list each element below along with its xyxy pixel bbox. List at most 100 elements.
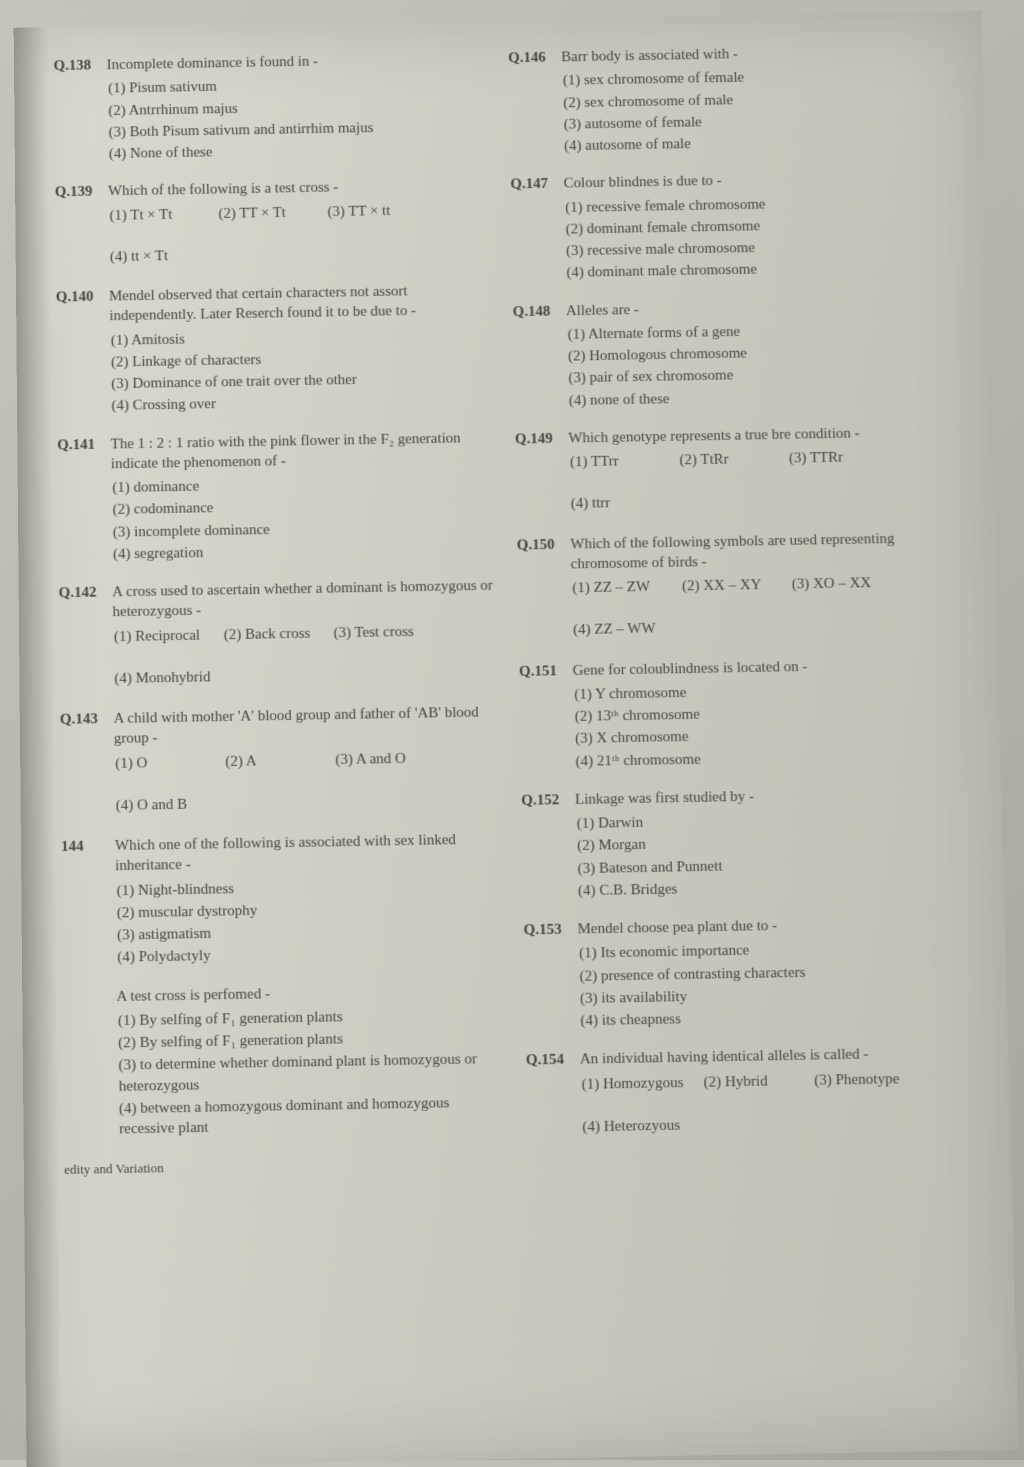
question-147: Q.147 Colour blindnes is due to - (1) re… bbox=[510, 167, 948, 284]
two-column-layout: Q.138 Incomplete dominance is found in -… bbox=[53, 41, 971, 1179]
q-text: Which of the following symbols are used … bbox=[570, 528, 955, 575]
option: (4) tt × Tt bbox=[110, 246, 199, 267]
option: (3) A and O bbox=[335, 748, 425, 770]
q-number: Q.139 bbox=[55, 182, 105, 203]
option: (4) its cheapness bbox=[580, 1004, 967, 1031]
q-options: (1) Amitosis (2) Linkage of characters (… bbox=[111, 324, 495, 416]
q-options: (1) recessive female chromosome (2) domi… bbox=[565, 191, 948, 283]
question-138: Q.138 Incomplete dominance is found in -… bbox=[53, 49, 490, 165]
question-153: Q.153 Mendel choose pea plant due to - (… bbox=[523, 913, 967, 1033]
q-options: (1) Night-blindness (2) muscular dystrop… bbox=[117, 874, 504, 968]
q-number: Q.149 bbox=[515, 429, 565, 450]
q-text: Mendel choose pea plant due to - bbox=[577, 913, 964, 940]
option: (4) dominant male chromosome bbox=[566, 257, 948, 284]
option: (1) TTrr bbox=[570, 451, 660, 473]
q-number: Q.147 bbox=[510, 174, 560, 195]
option: (4) Polydactyly bbox=[117, 941, 504, 968]
option: (4) 21ᵗʰ chromosome bbox=[575, 745, 961, 772]
option: (4) Crossing over bbox=[111, 390, 494, 417]
question-143: Q.143 A child with mother 'A' blood grou… bbox=[60, 702, 502, 819]
option: (2) TT × Tt bbox=[218, 202, 307, 223]
right-column: Q.146 Barr body is associated with - (1)… bbox=[508, 41, 971, 1171]
q-number: Q.151 bbox=[519, 661, 569, 682]
option: (4) None of these bbox=[109, 138, 490, 164]
question-142: Q.142 A cross used to ascertain whether … bbox=[59, 576, 500, 692]
q-text: A child with mother 'A' blood group and … bbox=[113, 702, 498, 749]
option: (1) Reciprocal bbox=[114, 625, 204, 647]
q-number: Q.154 bbox=[526, 1050, 577, 1071]
q-number: 144 bbox=[61, 836, 111, 857]
q-options: (1) Y chromosome (2) 13ᵗʰ chromosome (3)… bbox=[574, 678, 961, 772]
option: (1) Tt × Tt bbox=[109, 204, 198, 225]
option: (1) ZZ – ZW bbox=[572, 577, 662, 599]
question-152: Q.152 Linkage was first studied by - (1)… bbox=[521, 783, 964, 902]
question-150: Q.150 Which of the following symbols are… bbox=[517, 528, 958, 644]
question-139: Q.139 Which of the following is a test c… bbox=[55, 175, 492, 270]
q-text: Barr body is associated with - bbox=[561, 41, 942, 67]
q-text: Which of the following is a test cross - bbox=[108, 175, 490, 201]
question-145: A test cross is perfomed - (1) By selfin… bbox=[62, 980, 507, 1141]
q-text: Alleles are - bbox=[566, 294, 949, 321]
option: (4) segregation bbox=[113, 538, 497, 565]
question-149: Q.149 Which genotype represents a true b… bbox=[515, 422, 955, 517]
option: (3) TT × tt bbox=[327, 200, 416, 221]
question-144: 144 Which one of the following is associ… bbox=[61, 829, 504, 969]
footer-text: edity and Variation bbox=[64, 1153, 508, 1179]
q-number: Q.146 bbox=[508, 48, 558, 69]
q-text: Which genotype represents a true bre con… bbox=[568, 422, 951, 449]
option: (4) ZZ – WW bbox=[573, 619, 663, 641]
option: (4) Monohybrid bbox=[114, 667, 210, 689]
left-column: Q.138 Incomplete dominance is found in -… bbox=[53, 49, 507, 1179]
q-options: (1) Its economic importance (2) presence… bbox=[579, 937, 968, 1031]
q-options: (1) By selfing of F₁ generation plants (… bbox=[118, 1004, 507, 1140]
option: (4) autosome of male bbox=[564, 130, 945, 156]
q-number: Q.143 bbox=[60, 709, 110, 730]
q-text: Linkage was first studied by - bbox=[575, 783, 961, 810]
option: (4) Heterozyous bbox=[582, 1115, 680, 1137]
q-options: (1) O (2) A (3) A and O (4) O and B bbox=[115, 747, 501, 818]
q-text: A test cross is perfomed - bbox=[116, 980, 503, 1007]
q-text: Mendel observed that certain characters … bbox=[109, 280, 492, 326]
q-options: (1) Darwin (2) Morgan (3) Bateson and Pu… bbox=[577, 807, 965, 901]
q-number: Q.138 bbox=[53, 56, 103, 77]
question-146: Q.146 Barr body is associated with - (1)… bbox=[508, 41, 945, 157]
q-text: Incomplete dominance is found in - bbox=[107, 49, 488, 75]
q-options: (1) dominance (2) codominance (3) incomp… bbox=[112, 472, 497, 565]
q-text: An individual having identical alleles i… bbox=[580, 1043, 968, 1070]
option: (4) ttrr bbox=[571, 493, 661, 515]
q-options: (1) Tt × Tt (2) TT × Tt (3) TT × tt (4) … bbox=[109, 199, 492, 269]
q-number: Q.153 bbox=[523, 919, 574, 940]
option: (2) Hybrid bbox=[703, 1070, 794, 1092]
q-text: The 1 : 2 : 1 ratio with the pink flower… bbox=[111, 428, 495, 475]
question-154: Q.154 An individual having identical all… bbox=[526, 1043, 971, 1141]
question-151: Q.151 Gene for coloublindness is located… bbox=[519, 654, 961, 773]
option: (4) C.B. Bridges bbox=[578, 874, 964, 901]
q-text: Which one of the following is associated… bbox=[115, 829, 501, 876]
q-options: (1) Alternate forms of a gene (2) Homolo… bbox=[567, 318, 951, 410]
option: (2) TtRr bbox=[679, 449, 769, 471]
q-number: Q.150 bbox=[517, 534, 567, 555]
question-148: Q.148 Alleles are - (1) Alternate forms … bbox=[512, 294, 951, 411]
q-options: (1) Reciprocal (2) Back cross (3) Test c… bbox=[114, 620, 499, 691]
exam-page: Q.138 Incomplete dominance is found in -… bbox=[14, 11, 1019, 1467]
q-options: (1) Pisum sativum (2) Antrrhinum majus (… bbox=[108, 73, 490, 165]
option: (3) Test cross bbox=[333, 621, 423, 643]
option: (1) O bbox=[115, 752, 205, 774]
option: (2) XX – XY bbox=[682, 575, 772, 597]
question-141: Q.141 The 1 : 2 : 1 ratio with the pink … bbox=[57, 428, 497, 566]
option: (4) O and B bbox=[116, 794, 206, 816]
q-options: (1) Homozygous (2) Hybrid (3) Phenotype … bbox=[581, 1067, 970, 1139]
q-number: Q.141 bbox=[57, 434, 107, 455]
option: (3) Phenotype bbox=[814, 1068, 905, 1090]
option: (3) to determine whether dominand plant … bbox=[118, 1049, 506, 1097]
option: (2) Back cross bbox=[224, 623, 314, 645]
q-number: Q.142 bbox=[59, 582, 109, 603]
option: (1) Homozygous bbox=[581, 1072, 683, 1094]
q-options: (1) sex chromosome of female (2) sex chr… bbox=[563, 65, 946, 157]
question-140: Q.140 Mendel observed that certain chara… bbox=[56, 280, 495, 417]
option: (3) TTRr bbox=[789, 447, 879, 469]
q-number: Q.140 bbox=[56, 287, 106, 308]
option: (4) between a homozygous dominant and ho… bbox=[119, 1092, 507, 1140]
option: (3) XO – XX bbox=[792, 573, 882, 595]
q-number: Q.148 bbox=[512, 301, 562, 322]
